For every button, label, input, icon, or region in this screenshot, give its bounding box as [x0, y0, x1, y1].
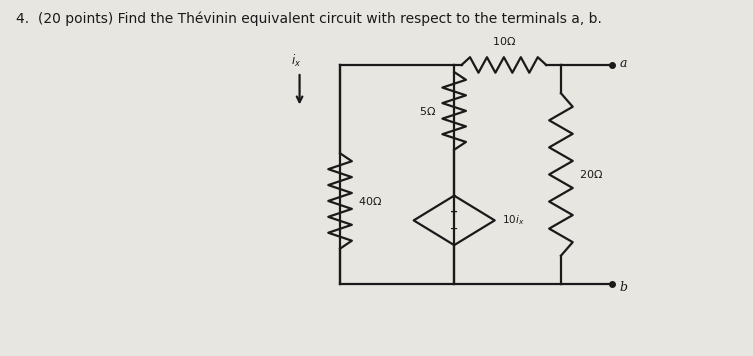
Text: +: +: [450, 206, 459, 216]
Text: b: b: [620, 281, 628, 294]
Text: $i_x$: $i_x$: [291, 52, 301, 68]
Text: $5\Omega$: $5\Omega$: [419, 105, 436, 117]
Text: $10i_x$: $10i_x$: [502, 214, 525, 227]
Text: $10\Omega$: $10\Omega$: [492, 35, 516, 47]
Text: 4.  (20 points) Find the Thévinin equivalent circuit with respect to the termina: 4. (20 points) Find the Thévinin equival…: [16, 12, 602, 26]
Text: −: −: [450, 224, 459, 234]
Text: $40\Omega$: $40\Omega$: [358, 195, 383, 207]
Text: a: a: [620, 57, 627, 70]
Text: $20\Omega$: $20\Omega$: [579, 168, 603, 180]
